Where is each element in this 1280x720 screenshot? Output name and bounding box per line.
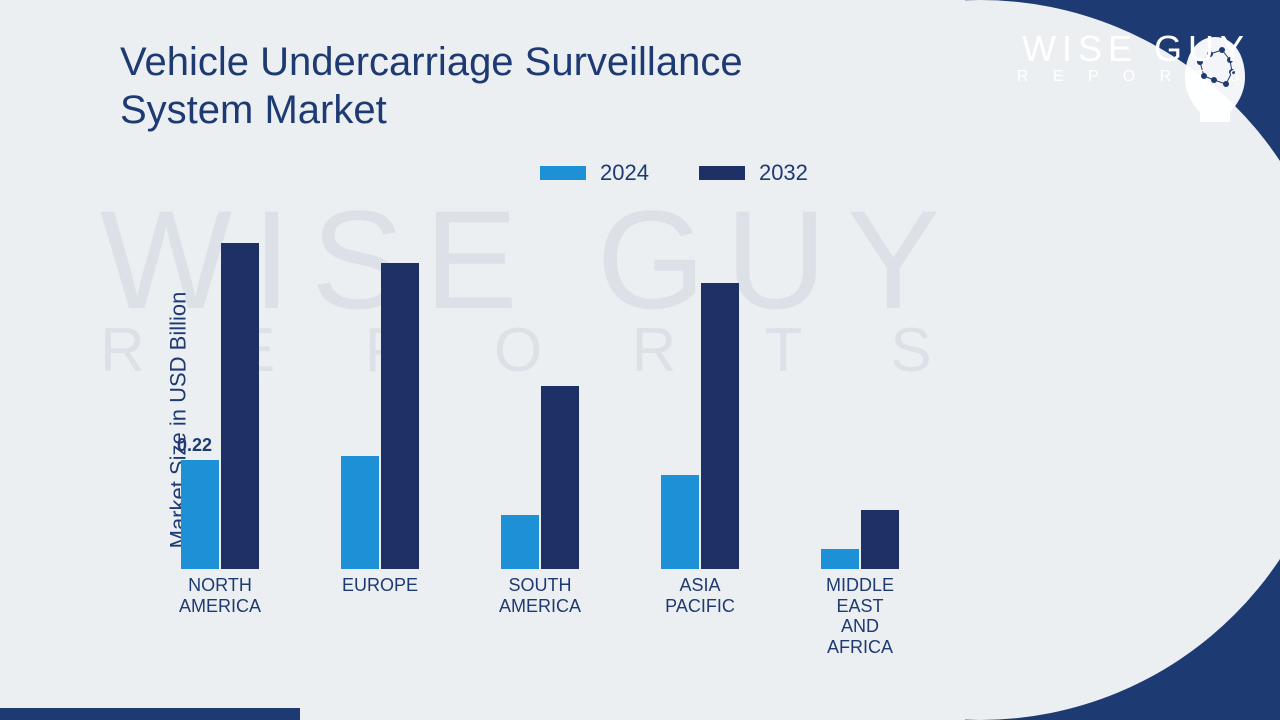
legend-item-2024: 2024 — [540, 160, 649, 186]
brand-logo: WISE GUY R E P O R T S — [1017, 28, 1250, 86]
bar-2024 — [181, 460, 219, 569]
bar-2024 — [661, 475, 699, 569]
footer-accent — [0, 708, 300, 720]
x-axis: NORTHAMERICAEUROPESOUTHAMERICAASIAPACIFI… — [140, 575, 940, 658]
x-tick: EUROPE — [300, 575, 460, 658]
legend-swatch-2032 — [699, 166, 745, 180]
bar-value-label: 0.22 — [177, 435, 212, 456]
canvas: WISE GUY R E P O R T S Vehicle Undercarr… — [0, 0, 1280, 720]
legend-label-2024: 2024 — [600, 160, 649, 186]
x-tick: SOUTHAMERICA — [460, 575, 620, 658]
bar-2032 — [221, 243, 259, 569]
chart-area: Market Size in USD Billion 2024 2032 0.2… — [60, 160, 960, 680]
x-tick: NORTHAMERICA — [140, 575, 300, 658]
bar-2032 — [541, 386, 579, 569]
x-tick: ASIAPACIFIC — [620, 575, 780, 658]
chart-title: Vehicle Undercarriage Surveillance Syste… — [120, 38, 860, 134]
brand-line2: R E P O R T S — [1017, 68, 1250, 86]
bar-group — [661, 283, 739, 569]
legend-item-2032: 2032 — [699, 160, 808, 186]
bar-group — [821, 510, 899, 569]
bar-2032 — [381, 263, 419, 569]
bar-2024 — [501, 515, 539, 569]
bar-2024 — [341, 456, 379, 569]
bar-group — [501, 386, 579, 569]
bar-group — [341, 263, 419, 569]
legend: 2024 2032 — [540, 160, 808, 186]
bar-group — [181, 243, 259, 569]
plot-area: 0.22 — [140, 200, 940, 570]
legend-swatch-2024 — [540, 166, 586, 180]
brand-line1: WISE GUY — [1017, 28, 1250, 70]
x-tick: MIDDLEEASTANDAFRICA — [780, 575, 940, 658]
bar-2032 — [701, 283, 739, 569]
bar-2024 — [821, 549, 859, 569]
bar-2032 — [861, 510, 899, 569]
legend-label-2032: 2032 — [759, 160, 808, 186]
